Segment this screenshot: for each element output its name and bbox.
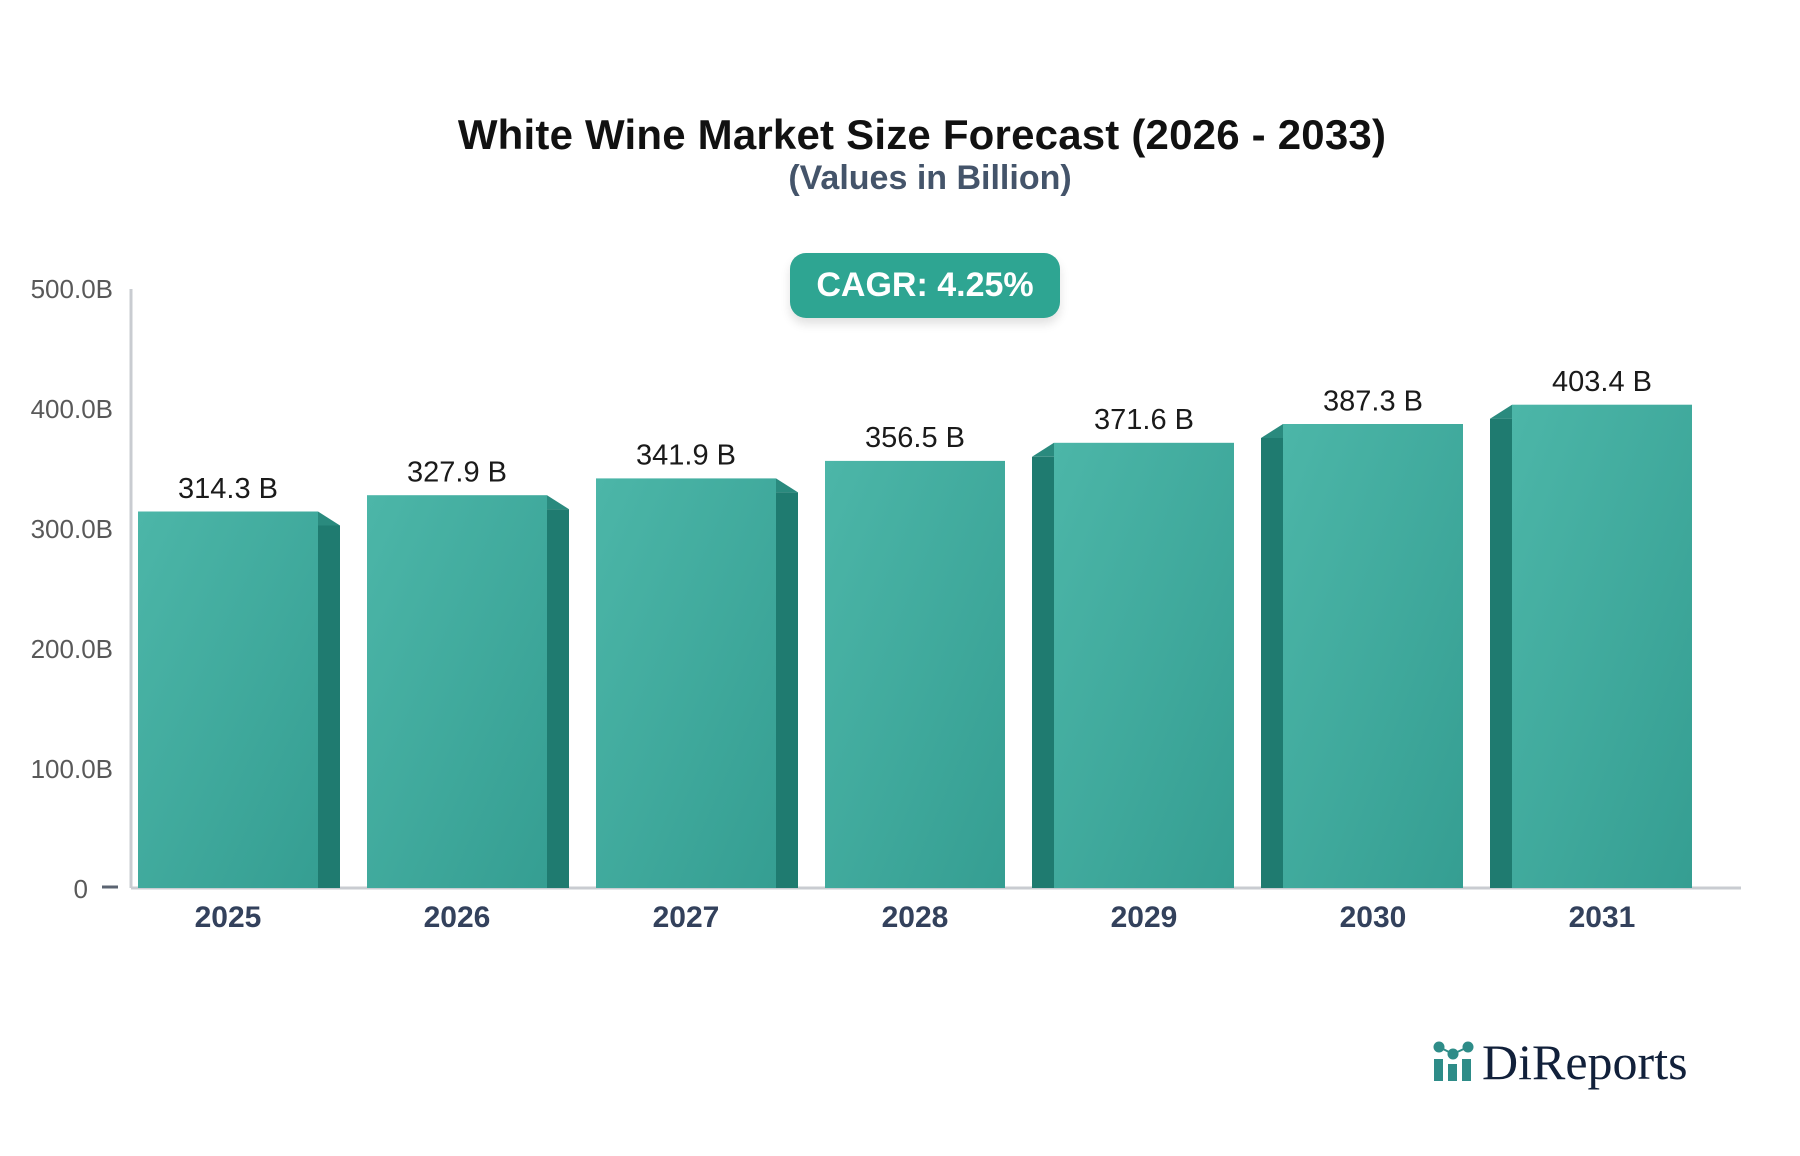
svg-text:0: 0 bbox=[74, 874, 88, 904]
svg-text:2031: 2031 bbox=[1569, 901, 1636, 934]
svg-text:2029: 2029 bbox=[1111, 901, 1178, 934]
svg-text:100.0B: 100.0B bbox=[31, 754, 113, 784]
svg-text:300.0B: 300.0B bbox=[31, 514, 113, 544]
svg-text:403.4 B: 403.4 B bbox=[1552, 366, 1652, 398]
svg-text:2026: 2026 bbox=[424, 901, 491, 934]
svg-text:200.0B: 200.0B bbox=[31, 634, 113, 664]
svg-text:2025: 2025 bbox=[195, 901, 262, 934]
svg-text:314.3 B: 314.3 B bbox=[178, 473, 278, 505]
svg-text:400.0B: 400.0B bbox=[31, 394, 113, 424]
svg-text:2028: 2028 bbox=[882, 901, 949, 934]
svg-text:2027: 2027 bbox=[653, 901, 720, 934]
svg-text:356.5 B: 356.5 B bbox=[865, 422, 965, 454]
svg-text:500.0B: 500.0B bbox=[31, 274, 113, 304]
svg-text:341.9 B: 341.9 B bbox=[636, 440, 736, 472]
svg-text:327.9 B: 327.9 B bbox=[407, 457, 507, 489]
svg-text:387.3 B: 387.3 B bbox=[1323, 385, 1423, 417]
svg-text:2030: 2030 bbox=[1340, 901, 1407, 934]
svg-text:371.6 B: 371.6 B bbox=[1094, 404, 1194, 436]
svg-text:DiReports: DiReports bbox=[1482, 1034, 1688, 1090]
